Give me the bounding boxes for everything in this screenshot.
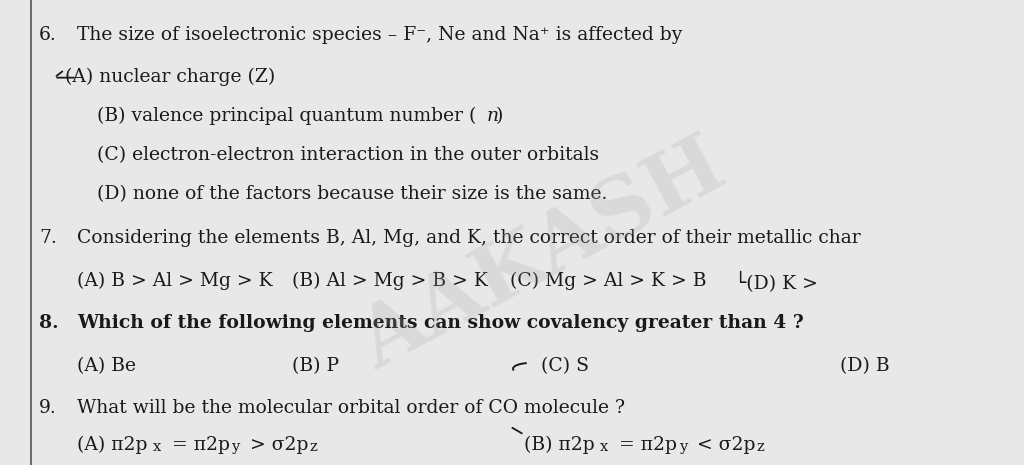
Text: 7.: 7. bbox=[39, 229, 56, 247]
Text: (A) Be: (A) Be bbox=[77, 357, 136, 375]
Text: (D) B: (D) B bbox=[840, 357, 889, 375]
Text: Which of the following elements can show covalency greater than 4 ?: Which of the following elements can show… bbox=[77, 314, 804, 332]
Text: = π2p: = π2p bbox=[166, 436, 229, 454]
Text: (B) π2p: (B) π2p bbox=[524, 436, 595, 454]
Text: (A) B > Al > Mg > K: (A) B > Al > Mg > K bbox=[77, 272, 272, 290]
Text: = π2p: = π2p bbox=[613, 436, 678, 454]
Text: n: n bbox=[486, 107, 499, 125]
Text: (C) S: (C) S bbox=[541, 357, 589, 375]
Text: The size of isoelectronic species – F⁻, Ne and Na⁺ is affected by: The size of isoelectronic species – F⁻, … bbox=[77, 26, 682, 44]
Text: > σ2p: > σ2p bbox=[244, 436, 308, 454]
Text: z: z bbox=[309, 440, 317, 454]
Text: (B) Al > Mg > B > K: (B) Al > Mg > B > K bbox=[292, 272, 487, 290]
Text: (A) π2p: (A) π2p bbox=[77, 436, 147, 454]
Text: x: x bbox=[600, 440, 608, 454]
Text: z: z bbox=[757, 440, 765, 454]
Text: (C) electron-electron interaction in the outer orbitals: (C) electron-electron interaction in the… bbox=[97, 146, 599, 164]
Text: 6.: 6. bbox=[39, 26, 56, 44]
Text: y: y bbox=[231, 440, 240, 454]
Text: < σ2p: < σ2p bbox=[691, 436, 756, 454]
Text: ): ) bbox=[496, 107, 503, 125]
Text: AAKASH: AAKASH bbox=[346, 126, 739, 385]
Text: └(D) K >: └(D) K > bbox=[735, 272, 818, 293]
Text: (D) none of the factors because their size is the same.: (D) none of the factors because their si… bbox=[97, 185, 607, 203]
Text: (A) nuclear charge (Z): (A) nuclear charge (Z) bbox=[65, 67, 274, 86]
Text: Considering the elements B, Al, Mg, and K, the correct order of their metallic c: Considering the elements B, Al, Mg, and … bbox=[77, 229, 860, 247]
Text: 8.: 8. bbox=[39, 314, 58, 332]
Text: (B) valence principal quantum number (: (B) valence principal quantum number ( bbox=[97, 107, 476, 125]
Text: What will be the molecular orbital order of CO molecule ?: What will be the molecular orbital order… bbox=[77, 399, 625, 417]
Text: (B) P: (B) P bbox=[292, 357, 339, 375]
Text: x: x bbox=[153, 440, 161, 454]
Text: (C) Mg > Al > K > B: (C) Mg > Al > K > B bbox=[510, 272, 707, 290]
Text: y: y bbox=[679, 440, 687, 454]
Text: 9.: 9. bbox=[39, 399, 56, 417]
